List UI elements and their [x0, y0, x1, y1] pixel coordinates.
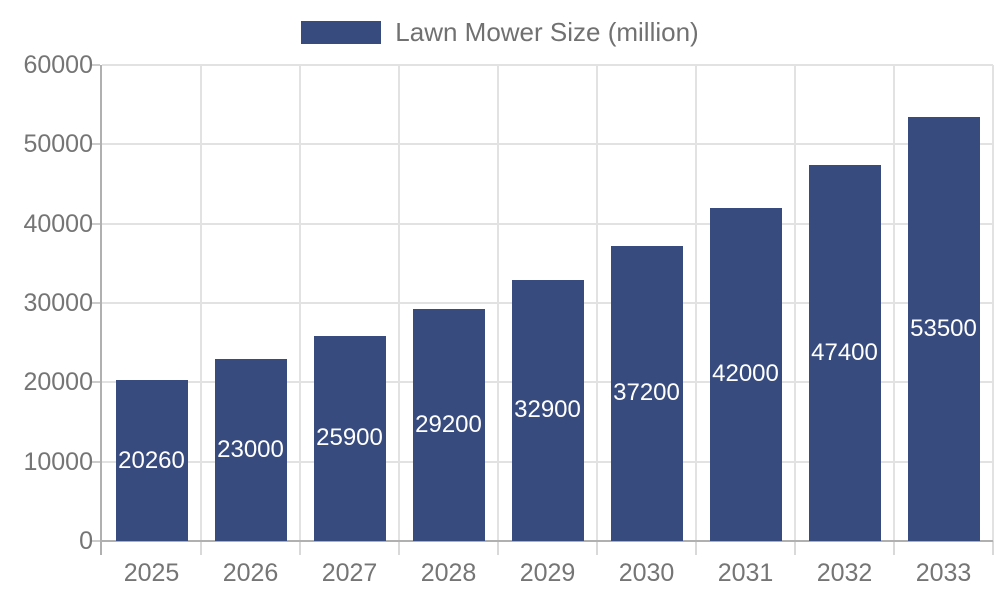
y-axis-tick: [91, 460, 100, 463]
gridline-vertical: [596, 65, 598, 541]
bar-value-label: 23000: [217, 435, 284, 463]
bar-value-label: 25900: [316, 424, 383, 452]
x-tick-label: 2033: [915, 559, 972, 587]
bar-2031: 42000: [709, 207, 782, 541]
x-axis-tick: [893, 541, 895, 555]
gridline-horizontal: [102, 64, 993, 66]
y-tick-label: 0: [79, 527, 93, 555]
gridline-vertical: [200, 65, 202, 541]
bar-2028: 29200: [412, 309, 485, 541]
legend-label[interactable]: Lawn Mower Size (million): [395, 17, 699, 47]
x-tick-label: 2026: [222, 559, 279, 587]
gridline-vertical: [497, 65, 499, 541]
bar-2026: 23000: [214, 358, 287, 541]
y-tick-label: 10000: [23, 447, 93, 476]
bar-2033: 53500: [907, 116, 980, 541]
y-tick-label: 30000: [23, 289, 93, 317]
y-tick-label: 60000: [23, 51, 93, 79]
x-axis-tick: [992, 541, 994, 555]
bar-2029: 32900: [511, 279, 584, 541]
gridline-vertical: [398, 65, 400, 541]
gridline-vertical: [992, 65, 994, 541]
bar-2025: 20260: [115, 380, 188, 541]
x-tick-label: 2030: [618, 559, 675, 587]
x-axis-tick: [596, 541, 598, 555]
x-axis-tick: [299, 541, 301, 555]
x-axis-tick: [695, 541, 697, 555]
x-axis-tick: [794, 541, 796, 555]
gridline-vertical: [695, 65, 697, 541]
gridline-vertical: [893, 65, 895, 541]
y-tick-label: 40000: [23, 209, 93, 238]
y-axis-tick: [91, 302, 100, 304]
x-tick-label: 2027: [321, 559, 378, 587]
bar-value-label: 42000: [712, 360, 779, 388]
x-axis-tick: [398, 541, 400, 555]
x-axis-tick: [497, 541, 499, 555]
bar-2032: 47400: [808, 164, 881, 541]
bar-value-label: 29200: [415, 411, 482, 439]
y-axis-tick: [91, 540, 100, 542]
y-tick-label: 50000: [23, 130, 93, 159]
chart-legend: Lawn Mower Size (million): [0, 17, 1000, 48]
gridline-vertical: [299, 65, 301, 541]
x-tick-label: 2031: [717, 559, 774, 587]
x-axis-line: [100, 540, 993, 542]
y-axis-tick: [91, 381, 100, 384]
bar-value-label: 32900: [514, 396, 581, 424]
bar-value-label: 47400: [811, 338, 878, 366]
bar-2030: 37200: [610, 245, 683, 541]
y-axis-line: [100, 65, 102, 555]
x-tick-label: 2028: [420, 559, 477, 587]
y-axis-tick: [91, 143, 100, 146]
bar-value-label: 37200: [613, 379, 680, 407]
bar-2027: 25900: [313, 335, 386, 541]
bar-value-label: 53500: [910, 314, 977, 342]
y-tick-label: 20000: [23, 368, 93, 397]
gridline-horizontal: [102, 143, 993, 146]
legend-swatch[interactable]: [301, 21, 382, 44]
x-tick-label: 2032: [816, 559, 873, 587]
x-tick-label: 2029: [519, 559, 576, 587]
gridline-vertical: [794, 65, 796, 541]
y-axis-tick: [91, 222, 100, 225]
x-tick-label: 2025: [123, 559, 180, 587]
y-axis-tick: [91, 64, 100, 66]
bar-value-label: 20260: [118, 446, 185, 474]
x-axis-tick: [200, 541, 202, 555]
gridline-horizontal: [102, 222, 993, 225]
plot-area: 20260 23000 25900 29200 32900 37200 42000 47400…: [91, 64, 994, 555]
